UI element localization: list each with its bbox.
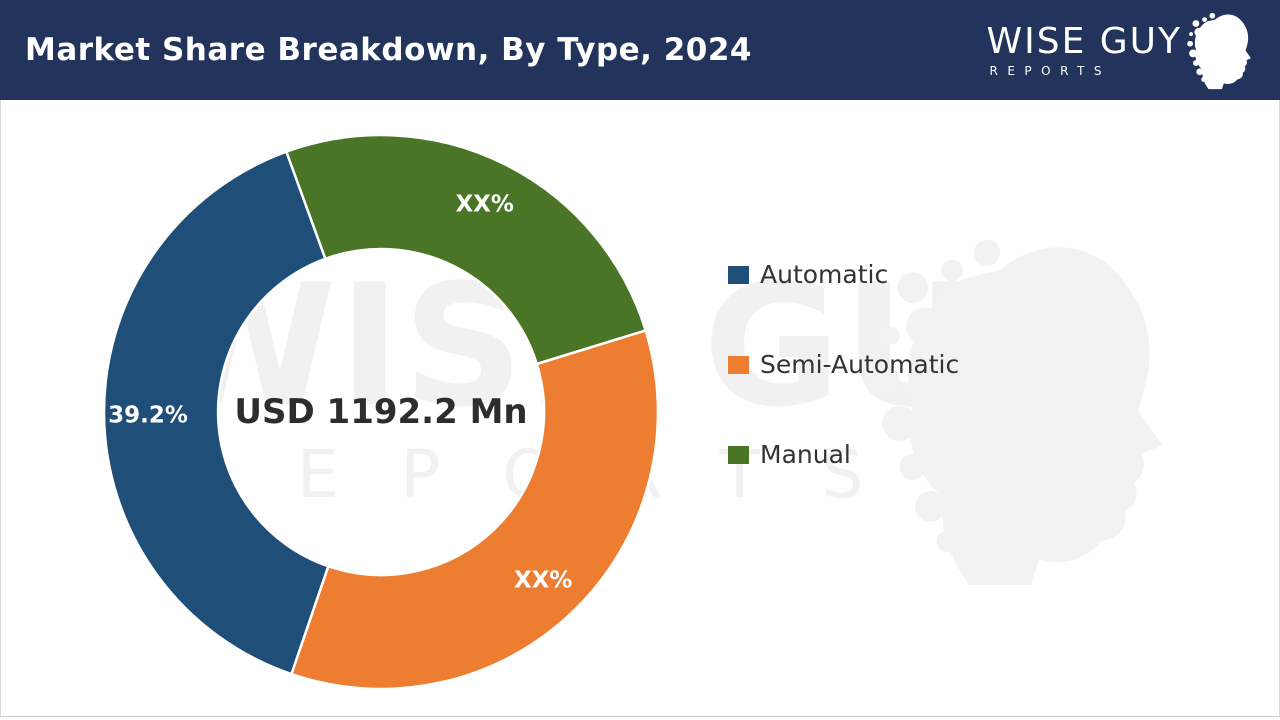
brand-subtext: REPORTS	[989, 63, 1112, 78]
brand-logo-text: WISE GUY REPORTS	[986, 20, 1183, 78]
chart-center-value: USD 1192.2 Mn	[234, 392, 528, 432]
header-bar: Market Share Breakdown, By Type, 2024 WI…	[0, 0, 1280, 100]
donut-segment-semi-automatic	[289, 328, 660, 691]
bottom-divider	[0, 716, 1280, 717]
segment-label-automatic: 39.2%	[108, 402, 188, 428]
brand-logo: WISE GUY REPORTS	[987, 9, 1255, 91]
donut-segment-manual	[284, 133, 648, 366]
legend-item-manual: Manual	[728, 441, 959, 468]
legend-label: Semi-Automatic	[760, 350, 960, 379]
chart-legend: Automatic Semi-Automatic Manual	[728, 261, 959, 531]
legend-swatch	[728, 265, 749, 284]
legend-swatch	[728, 445, 749, 464]
brand-wordmark: WISE GUY	[986, 20, 1182, 62]
donut-segment-automatic	[102, 150, 330, 676]
legend-item-automatic: Automatic	[728, 261, 959, 288]
legend-swatch	[728, 355, 749, 374]
page-title: Market Share Breakdown, By Type, 2024	[25, 32, 753, 68]
legend-item-semi-automatic: Semi-Automatic	[728, 351, 959, 378]
legend-label: Automatic	[760, 260, 889, 289]
segment-label-semi-automatic: XX%	[514, 567, 573, 593]
segment-label-manual: XX%	[455, 191, 514, 217]
legend-label: Manual	[760, 440, 851, 469]
